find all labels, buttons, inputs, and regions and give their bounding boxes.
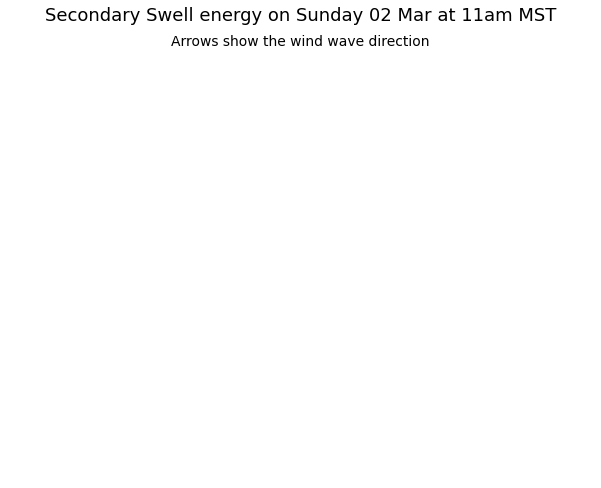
Text: Secondary Swell energy on Sunday 02 Mar at 11am MST: Secondary Swell energy on Sunday 02 Mar …	[45, 7, 556, 25]
Text: Arrows show the wind wave direction: Arrows show the wind wave direction	[171, 35, 430, 49]
